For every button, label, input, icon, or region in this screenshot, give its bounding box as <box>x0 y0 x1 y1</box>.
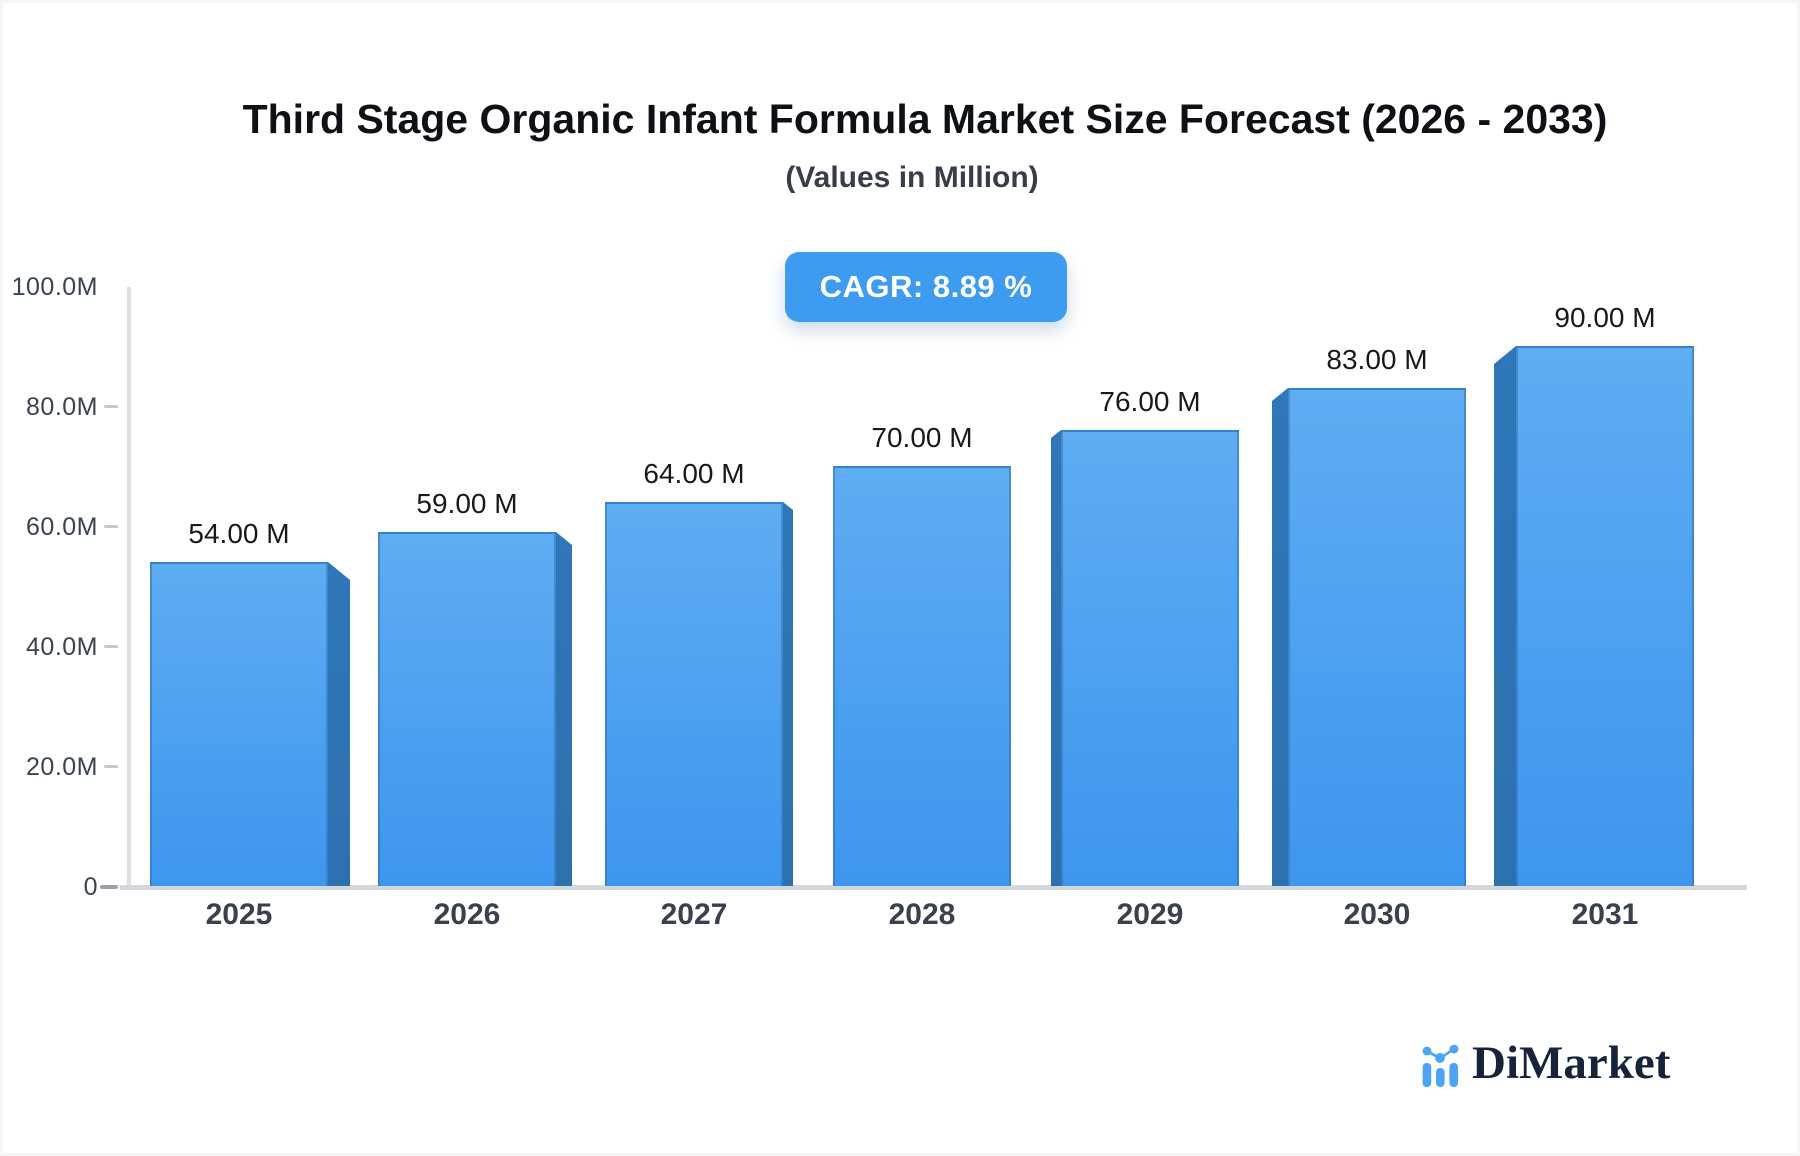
y-axis-tick-mark <box>100 885 118 889</box>
bar-2025[interactable] <box>150 562 328 886</box>
chart-subtitle: (Values in Million) <box>785 161 1039 194</box>
bar-3d-side <box>1051 430 1061 886</box>
y-axis-tick-mark <box>104 405 118 408</box>
y-axis-line <box>127 287 131 889</box>
x-axis-category-label: 2029 <box>1116 898 1184 931</box>
chart-title: Third Stage Organic Infant Formula Marke… <box>242 96 1608 142</box>
y-axis-tick-label: 80.0M <box>26 393 98 421</box>
cagr-badge-label: CAGR: 8.89 % <box>819 269 1033 304</box>
brand-name: DiMarket <box>1472 1037 1671 1089</box>
x-axis-category-label: 2031 <box>1571 898 1639 931</box>
x-axis-category-label: 2026 <box>433 898 501 931</box>
x-axis-category-label: 2025 <box>205 898 273 931</box>
y-axis-tick-label: 20.0M <box>26 753 98 781</box>
y-axis-tick-label: 60.0M <box>26 513 98 541</box>
bar-2030[interactable] <box>1288 388 1466 886</box>
bar-3d-side <box>1272 388 1288 886</box>
bar-value-label: 70.00 M <box>871 422 973 453</box>
bar-value-label: 76.00 M <box>1099 386 1201 417</box>
brand-logo[interactable]: DiMarket <box>1420 1040 1670 1087</box>
bar-2027[interactable] <box>605 502 783 886</box>
bar-3d-side <box>783 502 793 886</box>
bar-3d-side <box>328 562 350 886</box>
y-axis-tick-mark <box>104 765 118 768</box>
bar-2031[interactable] <box>1516 346 1694 886</box>
bar-2026[interactable] <box>378 532 556 886</box>
y-axis-tick-mark <box>104 645 118 648</box>
y-axis-tick-label: 100.0M <box>11 273 98 301</box>
x-axis-category-label: 2028 <box>888 898 956 931</box>
bar-value-label: 64.00 M <box>643 458 745 489</box>
x-axis-baseline <box>120 885 1747 890</box>
x-axis-category-label: 2030 <box>1343 898 1411 931</box>
bar-value-label: 83.00 M <box>1326 344 1428 375</box>
bar-chart-logo-icon <box>1422 1044 1459 1087</box>
y-axis-tick-mark <box>104 525 118 528</box>
bar-3d-side <box>1494 346 1516 886</box>
bar-value-label: 54.00 M <box>188 518 290 549</box>
x-axis-category-label: 2027 <box>660 898 728 931</box>
y-axis-tick-label: 0 <box>83 873 98 901</box>
bar-value-label: 90.00 M <box>1554 302 1656 333</box>
bar-2029[interactable] <box>1061 430 1239 886</box>
cagr-badge: CAGR: 8.89 % <box>785 252 1067 322</box>
bar-2028[interactable] <box>833 466 1011 886</box>
bar-3d-side <box>556 532 572 886</box>
bar-value-label: 59.00 M <box>416 488 518 519</box>
y-axis-tick-label: 40.0M <box>26 633 98 661</box>
